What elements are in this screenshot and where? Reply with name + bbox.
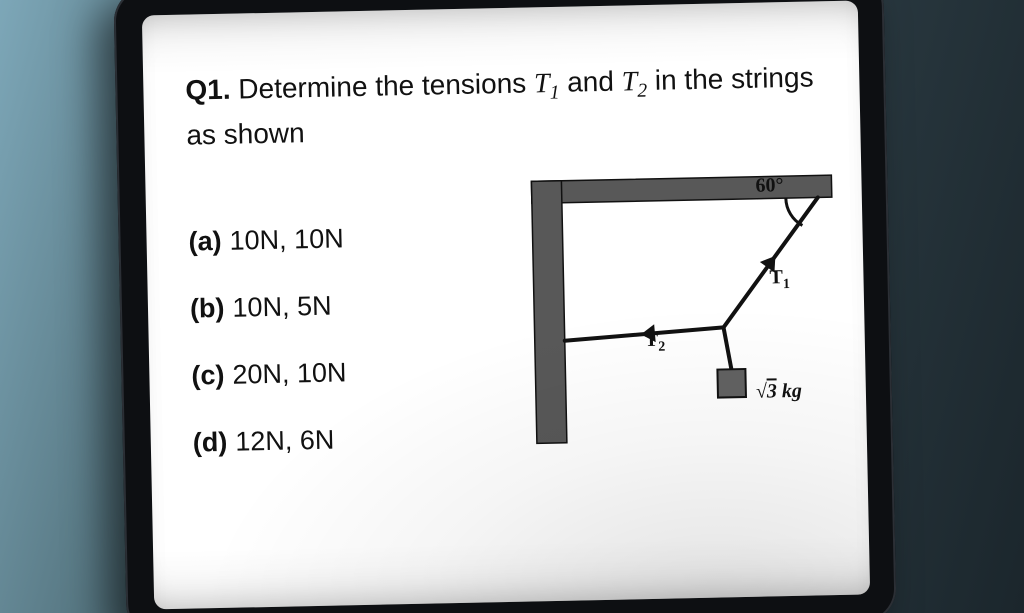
var-T2-sub: 2 [637, 81, 647, 102]
var-T1-sub: 1 [550, 82, 560, 103]
var-T1: T1 [534, 68, 560, 100]
option-c-label: (c) [191, 359, 225, 390]
phone-screen: Q1. Determine the tensions T1 and T2 in … [142, 1, 870, 610]
t2-label-base: T [645, 329, 659, 351]
angle-label: 60° [755, 174, 783, 198]
option-b-label: (b) [190, 292, 225, 323]
tension-diagram: 60° T1 T2 √3 kg [519, 157, 845, 464]
t1-label-base: T [769, 266, 783, 288]
option-d-text: 12N, 6N [235, 424, 335, 456]
option-b-text: 10N, 5N [232, 290, 332, 322]
mass-sqrt-radicand: 3 [767, 380, 777, 402]
phone-body: Q1. Determine the tensions T1 and T2 in … [113, 0, 896, 613]
option-a-label: (a) [188, 226, 222, 257]
t2-label-sub: 2 [658, 340, 665, 355]
question-part-1: Determine the tensions [230, 67, 534, 104]
var-T2: T2 [621, 66, 647, 98]
question-text: Q1. Determine the tensions T1 and T2 in … [185, 57, 831, 156]
var-T1-base: T [534, 68, 550, 99]
mass-label: √3 kg [756, 380, 802, 404]
question-part-and: and [559, 66, 622, 98]
diagram-svg [519, 157, 845, 454]
question-label: Q1. [185, 74, 231, 106]
option-d-label: (d) [192, 426, 227, 457]
t2-label: T2 [645, 329, 666, 356]
var-T2-base: T [621, 66, 637, 97]
option-a-text: 10N, 10N [229, 223, 344, 255]
mass-unit: kg [777, 380, 802, 403]
t1-label: T1 [769, 266, 790, 293]
t1-label-sub: 1 [783, 277, 790, 292]
option-c-text: 20N, 10N [232, 357, 347, 389]
photo-background: Q1. Determine the tensions T1 and T2 in … [0, 0, 1024, 613]
